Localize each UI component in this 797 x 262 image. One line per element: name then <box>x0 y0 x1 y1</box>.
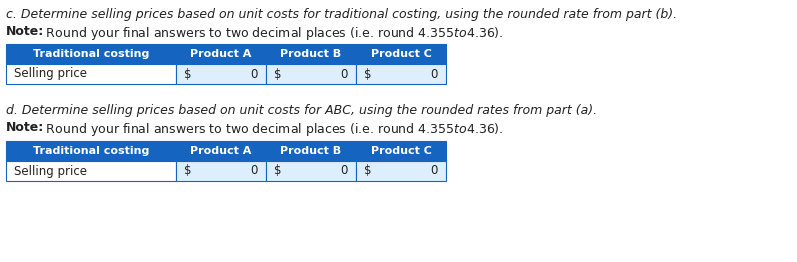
Bar <box>176 44 266 64</box>
Text: Note:: Note: <box>6 121 45 134</box>
Text: Product C: Product C <box>371 146 431 156</box>
Text: $: $ <box>364 68 371 80</box>
Text: $: $ <box>274 68 281 80</box>
Bar <box>356 64 446 84</box>
Text: $: $ <box>364 165 371 177</box>
Text: Note:: Note: <box>6 25 45 38</box>
Bar <box>356 161 446 181</box>
Text: Round your final answers to two decimal places (i.e. round $4.355 to $4.36).: Round your final answers to two decimal … <box>42 25 504 42</box>
Bar <box>6 161 176 181</box>
Text: Traditional costing: Traditional costing <box>33 146 149 156</box>
Text: 0: 0 <box>250 165 258 177</box>
Bar <box>266 141 356 161</box>
Text: Product A: Product A <box>190 49 252 59</box>
Text: c. Determine selling prices based on unit costs for traditional costing, using t: c. Determine selling prices based on uni… <box>6 8 677 21</box>
Text: Product A: Product A <box>190 146 252 156</box>
Text: Round your final answers to two decimal places (i.e. round $4.355 to $4.36).: Round your final answers to two decimal … <box>42 121 504 138</box>
Bar <box>176 141 266 161</box>
Text: Selling price: Selling price <box>14 68 87 80</box>
Text: $: $ <box>184 165 191 177</box>
Text: 0: 0 <box>340 68 348 80</box>
Bar <box>266 44 356 64</box>
Bar <box>356 141 446 161</box>
Bar <box>176 64 266 84</box>
Text: d. Determine selling prices based on unit costs for ABC, using the rounded rates: d. Determine selling prices based on uni… <box>6 104 597 117</box>
Bar <box>176 161 266 181</box>
Text: Product B: Product B <box>281 49 342 59</box>
Bar <box>6 141 176 161</box>
Text: $: $ <box>274 165 281 177</box>
Text: Traditional costing: Traditional costing <box>33 49 149 59</box>
Text: Product C: Product C <box>371 49 431 59</box>
Text: 0: 0 <box>340 165 348 177</box>
Text: 0: 0 <box>430 165 438 177</box>
Text: $: $ <box>184 68 191 80</box>
Bar <box>266 64 356 84</box>
Text: Product B: Product B <box>281 146 342 156</box>
Bar <box>266 161 356 181</box>
Text: 0: 0 <box>430 68 438 80</box>
Bar <box>6 64 176 84</box>
Text: Selling price: Selling price <box>14 165 87 177</box>
Text: 0: 0 <box>250 68 258 80</box>
Bar <box>356 44 446 64</box>
Bar <box>6 44 176 64</box>
